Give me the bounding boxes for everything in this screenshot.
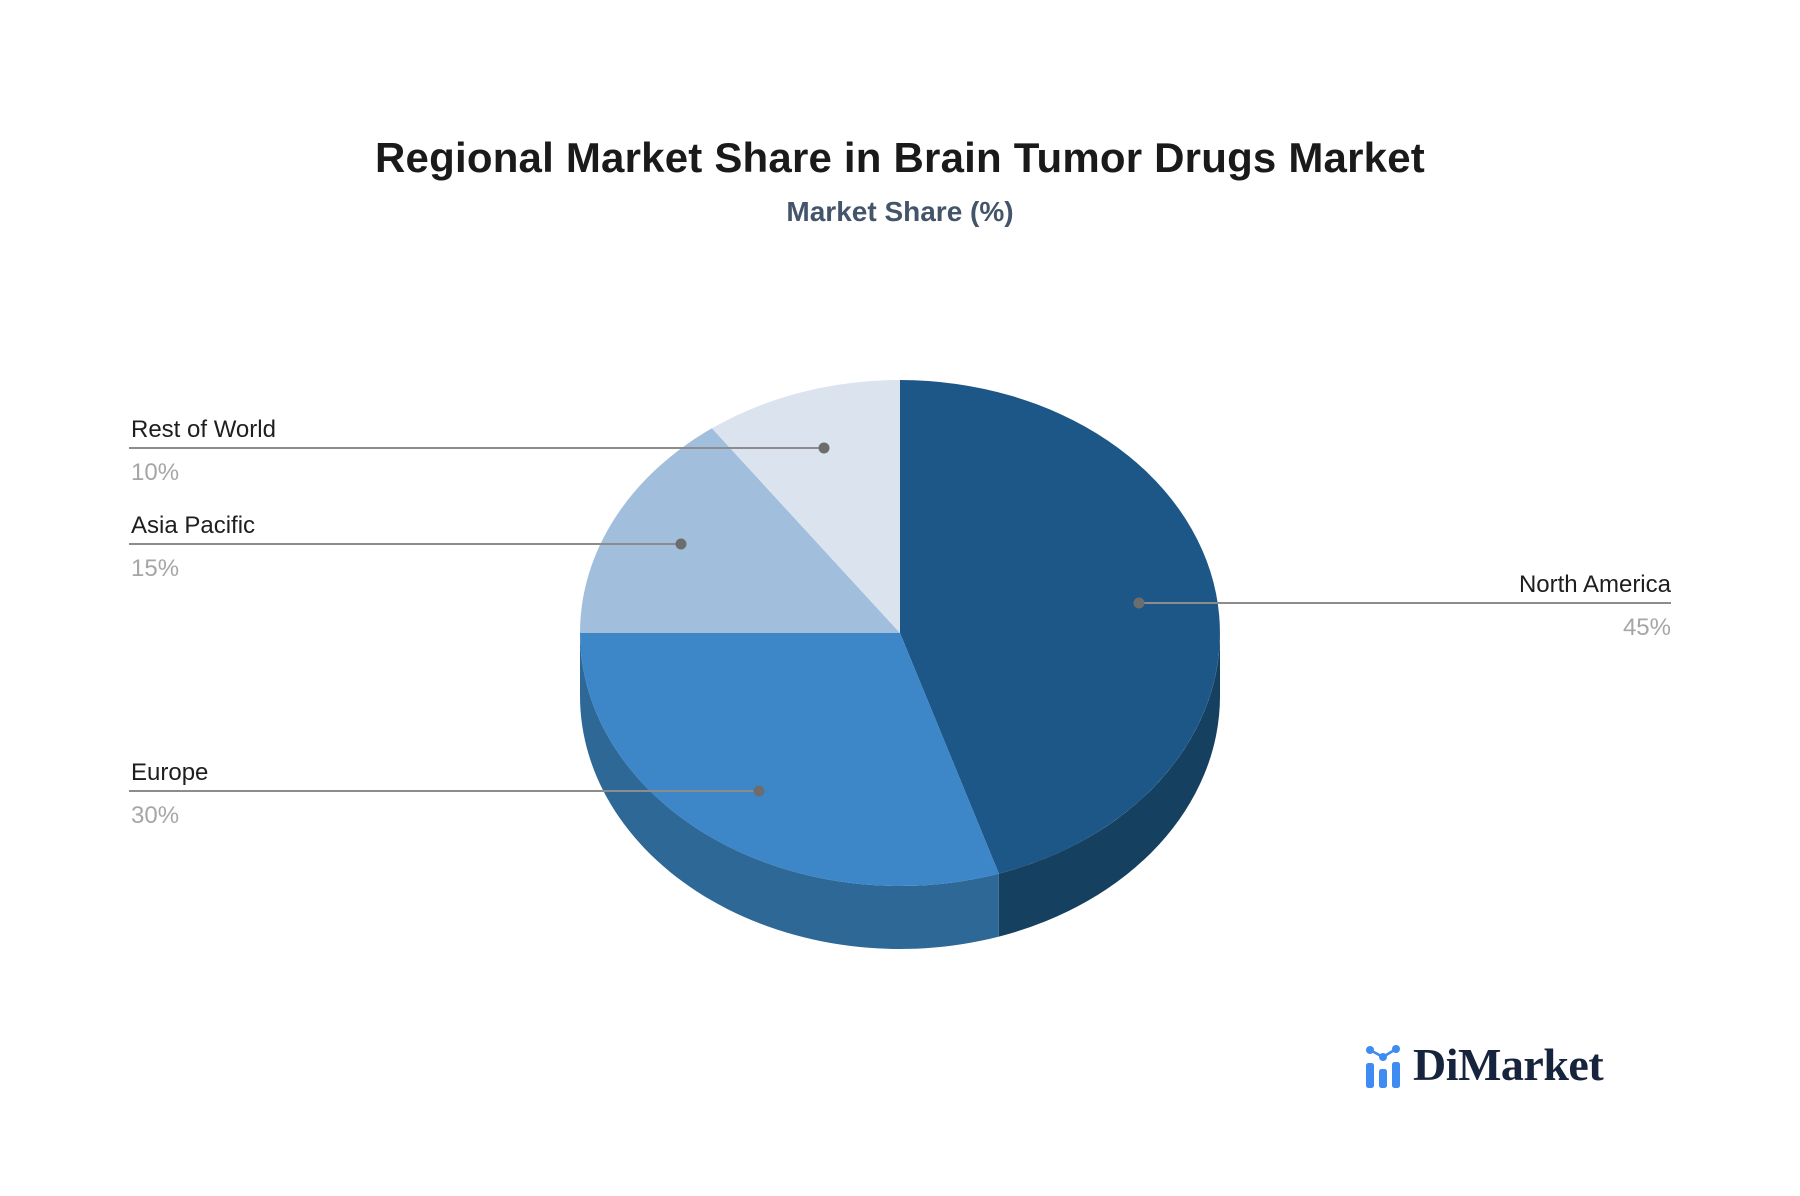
slice-label: Rest of World [131,416,276,443]
callout-dot-rest-of-world [818,442,830,454]
callout-north-america: North America 45% [1519,570,1671,641]
slice-label: North America [1518,571,1671,598]
callout-asia-pacific: Asia Pacific 15% [131,511,255,582]
callout-dot-europe [753,785,765,797]
pie-slice-europe [580,633,999,886]
pie-slice-north-america [900,380,1220,874]
chart-subtitle: Market Share (%) [786,196,1014,227]
callout-europe: Europe 30% [131,758,208,829]
pie-wall-europe [580,633,999,949]
callout-dot-asia-pacific [675,538,687,550]
logo-text: DiMarket [1413,1039,1604,1090]
chart-title: Regional Market Share in Brain Tumor Dru… [375,134,1425,181]
callout-rest-of-world: Rest of World 10% [131,415,276,486]
slice-percent: 15% [131,555,180,582]
callout-dot-north-america [1133,597,1145,609]
slice-percent: 10% [131,459,180,486]
bar-chart-trend-icon [1366,1045,1400,1088]
slice-percent: 30% [131,802,180,829]
pie-slice-rest-of-world [711,379,900,633]
slice-percent: 45% [1622,614,1671,641]
slice-label: Asia Pacific [131,512,256,539]
pie-wall-north-america [998,633,1220,937]
pie-slice-asia-pacific [580,428,900,633]
slice-label: Europe [131,759,209,786]
dimarket-logo: DiMarket [1366,1039,1604,1090]
